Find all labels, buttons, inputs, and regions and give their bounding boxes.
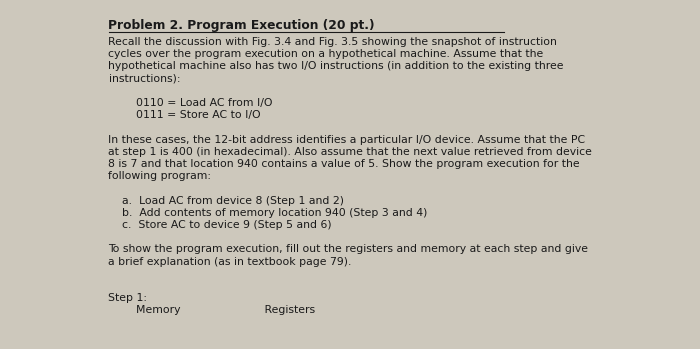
Text: Problem 2. Program Execution (20 pt.): Problem 2. Program Execution (20 pt.) [108, 19, 375, 32]
Text: Memory                        Registers: Memory Registers [108, 305, 316, 315]
Text: cycles over the program execution on a hypothetical machine. Assume that the: cycles over the program execution on a h… [108, 49, 544, 59]
Text: following program:: following program: [108, 171, 211, 181]
Text: c.  Store AC to device 9 (Step 5 and 6): c. Store AC to device 9 (Step 5 and 6) [108, 220, 332, 230]
Text: hypothetical machine also has two I/O instructions (in addition to the existing : hypothetical machine also has two I/O in… [108, 61, 564, 72]
Text: 8 is 7 and that location 940 contains a value of 5. Show the program execution f: 8 is 7 and that location 940 contains a … [108, 159, 580, 169]
Text: b.  Add contents of memory location 940 (Step 3 and 4): b. Add contents of memory location 940 (… [108, 208, 428, 218]
Text: instructions):: instructions): [108, 74, 180, 84]
Text: Recall the discussion with Fig. 3.4 and Fig. 3.5 showing the snapshot of instruc: Recall the discussion with Fig. 3.4 and … [108, 37, 557, 47]
Text: Step 1:: Step 1: [108, 293, 148, 303]
Text: In these cases, the 12-bit address identifies a particular I/O device. Assume th: In these cases, the 12-bit address ident… [108, 135, 586, 144]
Text: a brief explanation (as in textbook page 79).: a brief explanation (as in textbook page… [108, 257, 352, 267]
Text: at step 1 is 400 (in hexadecimal). Also assume that the next value retrieved fro: at step 1 is 400 (in hexadecimal). Also … [108, 147, 592, 157]
Text: To show the program execution, fill out the registers and memory at each step an: To show the program execution, fill out … [108, 244, 589, 254]
Text: 0111 = Store AC to I/O: 0111 = Store AC to I/O [108, 110, 261, 120]
Text: a.  Load AC from device 8 (Step 1 and 2): a. Load AC from device 8 (Step 1 and 2) [108, 195, 344, 206]
Text: 0110 = Load AC from I/O: 0110 = Load AC from I/O [108, 98, 273, 108]
